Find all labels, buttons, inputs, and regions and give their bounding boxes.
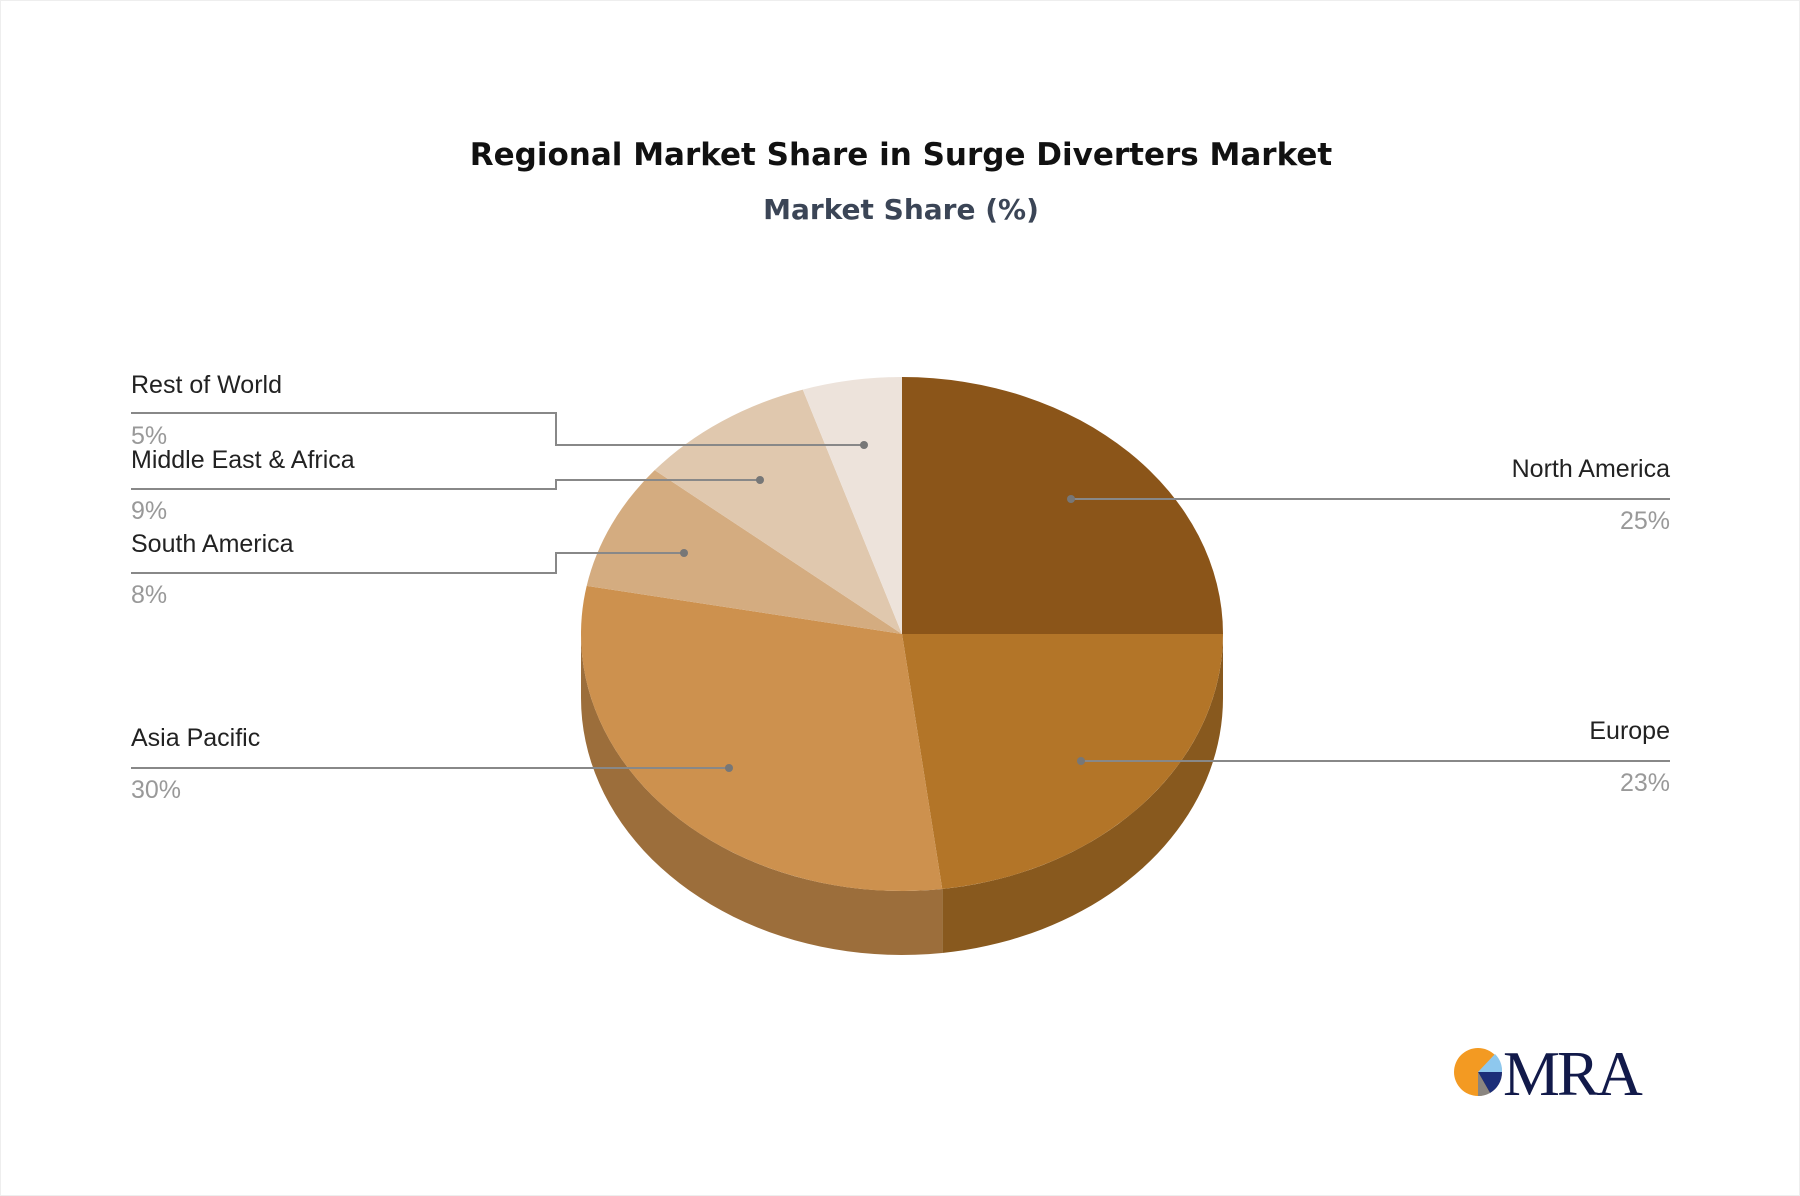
label-north-america: North America: [1512, 455, 1670, 483]
label-rest-of-world: Rest of World: [131, 371, 282, 399]
pie-slice-middle-east-africa: [654, 389, 902, 634]
pie-slice-north-america: [902, 377, 1223, 634]
label-middle-east-africa: Middle East & Africa: [131, 446, 355, 474]
chart-title: Regional Market Share in Surge Diverters…: [469, 137, 1333, 173]
pie-slice-asia-pacific: [581, 585, 943, 891]
leader-line-south-america: [131, 552, 684, 574]
chart-subtitle: Market Share (%): [763, 193, 1039, 226]
leader-line-middle-east-africa: [131, 479, 760, 490]
pie-slice-south-america: [586, 470, 902, 634]
label-asia-pacific: Asia Pacific: [131, 724, 260, 752]
label-europe: Europe: [1589, 717, 1670, 745]
leader-dot-europe: [1077, 757, 1085, 765]
value-label-europe: 23%: [1620, 769, 1670, 797]
label-south-america: South America: [131, 530, 294, 558]
pie-slice-europe: [902, 634, 1223, 889]
leader-dot-middle-east-africa: [756, 476, 764, 484]
leader-dot-south-america: [680, 549, 688, 557]
pie-side-2: [581, 634, 943, 955]
value-label-south-america: 8%: [131, 581, 167, 609]
leader-dot-asia-pacific: [725, 764, 733, 772]
value-label-north-america: 25%: [1620, 507, 1670, 535]
value-label-rest-of-world: 5%: [131, 422, 167, 450]
leader-dot-rest-of-world: [860, 441, 868, 449]
leader-dot-north-america: [1067, 495, 1075, 503]
leader-line-rest-of-world: [131, 412, 864, 446]
pie-slice-rest-of-world: [802, 377, 902, 634]
value-label-middle-east-africa: 9%: [131, 497, 167, 525]
pie-side-1: [942, 634, 1223, 953]
value-label-asia-pacific: 30%: [131, 776, 181, 804]
